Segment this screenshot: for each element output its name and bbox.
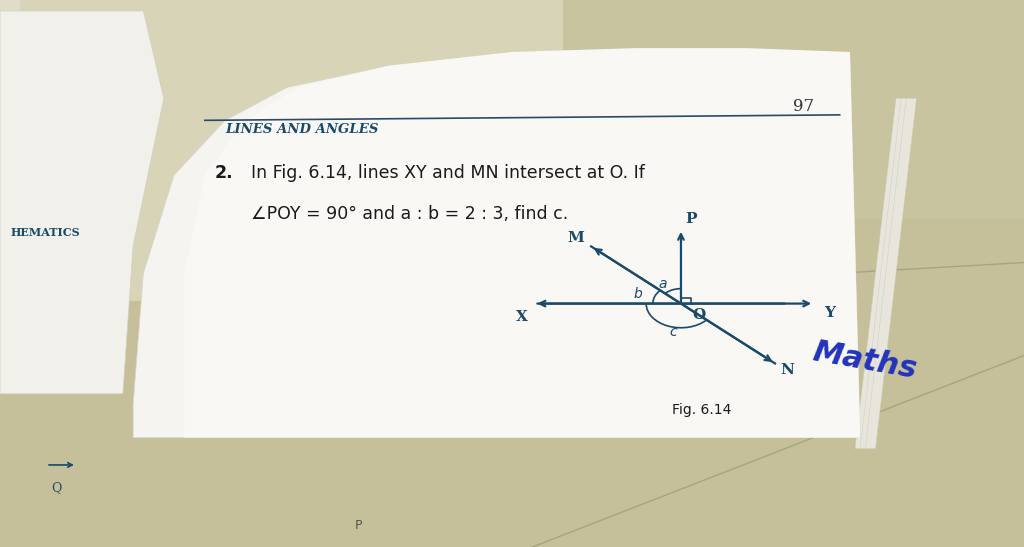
Text: ∠POY = 90° and a : b = 2 : 3, find c.: ∠POY = 90° and a : b = 2 : 3, find c. — [251, 205, 568, 223]
Text: LINES AND ANGLES: LINES AND ANGLES — [225, 123, 379, 136]
Text: P: P — [685, 212, 697, 226]
Text: Y: Y — [824, 306, 835, 321]
Text: In Fig. 6.14, lines XY and MN intersect at O. If: In Fig. 6.14, lines XY and MN intersect … — [251, 164, 645, 182]
Text: a: a — [658, 277, 667, 291]
Polygon shape — [855, 98, 906, 449]
Text: Fig. 6.14: Fig. 6.14 — [672, 403, 731, 417]
Text: Q: Q — [51, 481, 61, 494]
Text: Maths: Maths — [811, 337, 920, 385]
Text: 97: 97 — [793, 98, 814, 115]
Text: b: b — [634, 287, 642, 301]
Polygon shape — [184, 48, 860, 438]
Polygon shape — [0, 11, 164, 394]
Text: N: N — [780, 363, 795, 377]
Polygon shape — [865, 98, 916, 449]
Polygon shape — [0, 0, 563, 301]
Polygon shape — [0, 219, 1024, 547]
Text: 2.: 2. — [215, 164, 233, 182]
Text: P: P — [354, 519, 362, 532]
Text: O: O — [693, 307, 706, 322]
Polygon shape — [133, 49, 860, 438]
Text: M: M — [567, 231, 584, 245]
Text: HEMATICS: HEMATICS — [10, 227, 80, 238]
Text: X: X — [516, 310, 528, 324]
Text: c: c — [669, 325, 677, 339]
Polygon shape — [860, 98, 911, 449]
Polygon shape — [0, 0, 20, 301]
